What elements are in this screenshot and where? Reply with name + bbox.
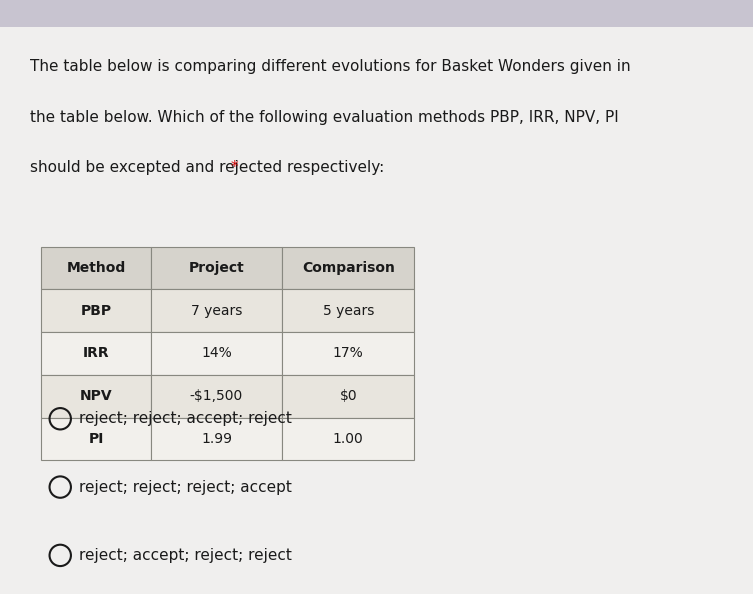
Text: should be excepted and rejected respectively:: should be excepted and rejected respecti… [30, 160, 389, 175]
Text: The table below is comparing different evolutions for Basket Wonders given in: The table below is comparing different e… [30, 59, 631, 74]
Text: *: * [231, 160, 239, 175]
Text: 1.99: 1.99 [201, 432, 232, 446]
Text: 5 years: 5 years [322, 304, 374, 318]
Text: IRR: IRR [83, 346, 109, 361]
Text: Method: Method [66, 261, 126, 275]
Text: reject; accept; reject; reject: reject; accept; reject; reject [79, 548, 292, 563]
Text: PI: PI [88, 432, 104, 446]
Text: reject; reject; accept; reject: reject; reject; accept; reject [79, 411, 292, 426]
Text: reject; reject; reject; accept: reject; reject; reject; accept [79, 479, 292, 495]
Text: $0: $0 [340, 389, 357, 403]
Text: -$1,500: -$1,500 [190, 389, 243, 403]
Text: 7 years: 7 years [191, 304, 242, 318]
Text: 1.00: 1.00 [333, 432, 364, 446]
Text: 14%: 14% [201, 346, 232, 361]
Text: NPV: NPV [80, 389, 112, 403]
Text: PBP: PBP [81, 304, 111, 318]
Text: 17%: 17% [333, 346, 364, 361]
Text: Comparison: Comparison [302, 261, 395, 275]
Text: Project: Project [188, 261, 245, 275]
Text: the table below. Which of the following evaluation methods PBP, IRR, NPV, PI: the table below. Which of the following … [30, 110, 619, 125]
